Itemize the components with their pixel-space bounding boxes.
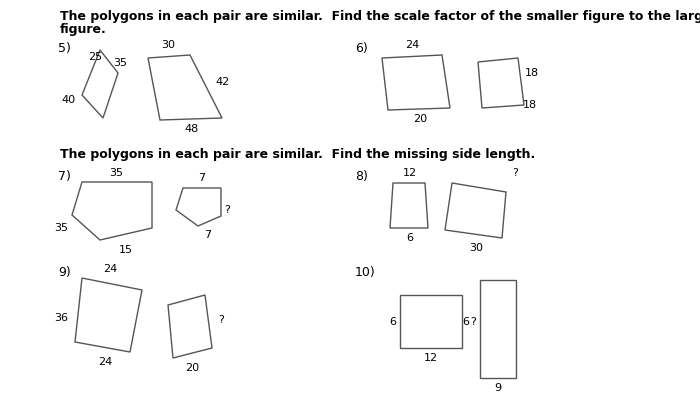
Text: 30: 30 [161,40,175,50]
Text: 24: 24 [103,264,117,274]
Text: ?: ? [512,168,518,178]
Text: 35: 35 [54,223,68,233]
Text: 18: 18 [525,68,539,78]
Text: 40: 40 [62,95,76,105]
Text: 35: 35 [113,58,127,68]
Text: 6: 6 [407,233,414,243]
Text: 6): 6) [355,42,368,55]
Text: 12: 12 [403,168,417,178]
Text: 24: 24 [98,357,112,367]
Text: 24: 24 [405,40,419,50]
Text: 9): 9) [58,266,71,279]
Text: 8): 8) [355,170,368,183]
Text: 12: 12 [424,353,438,363]
Text: 25: 25 [88,52,102,62]
Text: 5): 5) [58,42,71,55]
Text: 20: 20 [413,114,427,124]
Text: 15: 15 [119,245,133,255]
Text: The polygons in each pair are similar.  Find the scale factor of the smaller fig: The polygons in each pair are similar. F… [60,10,700,23]
Text: 9: 9 [494,383,502,393]
Text: 6: 6 [462,317,469,327]
Text: 18: 18 [523,100,537,110]
Text: 10): 10) [355,266,376,279]
Text: 7: 7 [198,173,206,183]
Text: The polygons in each pair are similar.  Find the missing side length.: The polygons in each pair are similar. F… [60,148,536,161]
Text: 35: 35 [109,168,123,178]
Text: figure.: figure. [60,23,106,36]
Text: 36: 36 [54,313,68,323]
Text: 7: 7 [204,230,211,240]
Text: 6: 6 [389,317,396,327]
Text: ?: ? [218,315,224,325]
Text: 48: 48 [185,124,199,134]
Text: ?: ? [224,205,230,215]
Text: ?: ? [470,317,476,327]
Text: 30: 30 [469,243,483,253]
Text: 20: 20 [185,363,199,373]
Text: 7): 7) [58,170,71,183]
Text: 42: 42 [215,77,230,87]
